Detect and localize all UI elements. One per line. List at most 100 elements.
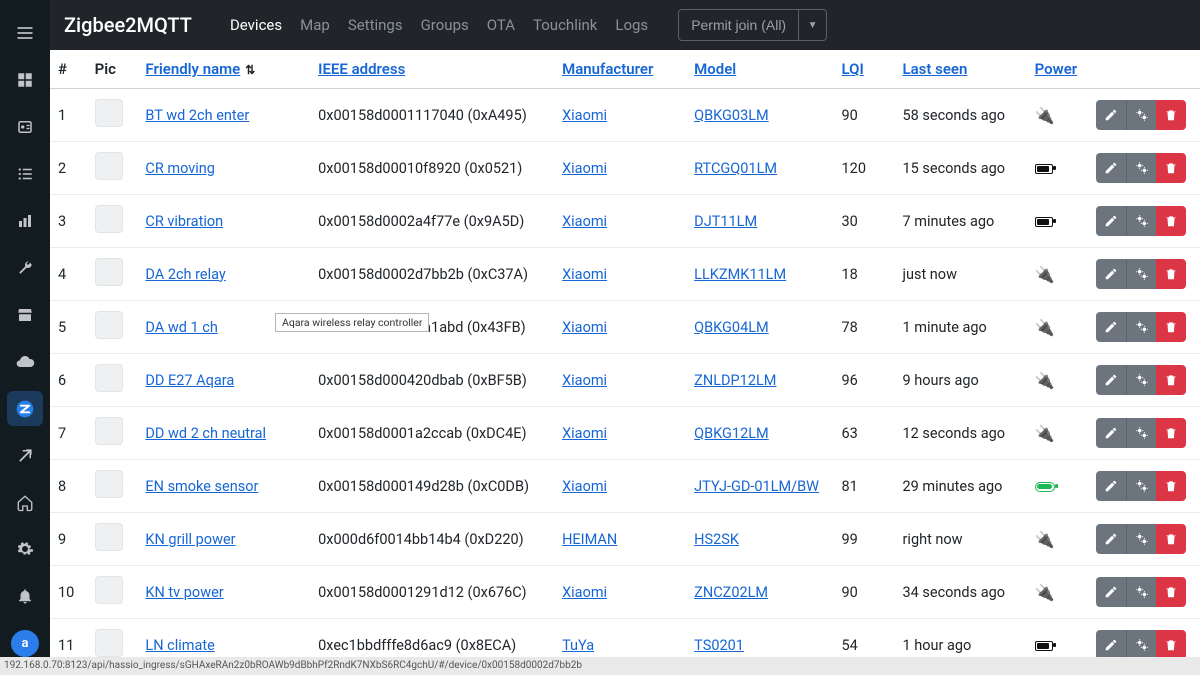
delete-button[interactable] [1156,577,1186,607]
th-index[interactable]: # [50,50,87,89]
reconfigure-button[interactable] [1126,630,1156,657]
friendly-name[interactable]: BT wd 2ch enter [137,89,310,142]
th-ieee[interactable]: IEEE address [310,50,554,89]
delete-button[interactable] [1156,630,1186,657]
friendly-name[interactable]: DD E27 Aqara [137,354,310,407]
manufacturer[interactable]: Xiaomi [554,89,686,142]
rename-button[interactable] [1096,524,1126,554]
ieee-address: 0x000d6f0014bb14b4 (0xD220) [310,513,554,566]
th-mfr[interactable]: Manufacturer [554,50,686,89]
tab-ota[interactable]: OTA [487,16,515,34]
store-icon[interactable] [7,297,43,332]
reconfigure-button[interactable] [1126,577,1156,607]
badge-icon[interactable] [7,110,43,145]
table-row: 2CR moving0x00158d00010f8920 (0x0521)Xia… [50,142,1200,195]
rename-button[interactable] [1096,206,1126,236]
tab-groups[interactable]: Groups [421,16,469,34]
manufacturer[interactable]: HEIMAN [554,513,686,566]
model[interactable]: ZNCZ02LM [686,566,833,619]
delete-button[interactable] [1156,312,1186,342]
rename-button[interactable] [1096,365,1126,395]
model[interactable]: QBKG04LM [686,301,833,354]
reconfigure-button[interactable] [1126,259,1156,289]
permit-join-button[interactable]: Permit join (All) [679,10,798,40]
model[interactable]: HS2SK [686,513,833,566]
th-model[interactable]: Model [686,50,833,89]
manufacturer[interactable]: Xiaomi [554,301,686,354]
tab-touchlink[interactable]: Touchlink [533,16,597,34]
zigbee-icon[interactable] [7,391,43,426]
friendly-name[interactable]: KN tv power [137,566,310,619]
reconfigure-button[interactable] [1126,365,1156,395]
model[interactable]: ZNLDP12LM [686,354,833,407]
reconfigure-button[interactable] [1126,524,1156,554]
power [1027,142,1087,195]
rename-button[interactable] [1096,259,1126,289]
reconfigure-button[interactable] [1126,312,1156,342]
model[interactable]: LLKZMK11LM [686,248,833,301]
rename-button[interactable] [1096,100,1126,130]
wrench-icon[interactable] [7,251,43,286]
dashboard-icon[interactable] [7,63,43,98]
rename-button[interactable] [1096,312,1126,342]
reconfigure-button[interactable] [1126,206,1156,236]
cloud-icon[interactable] [7,344,43,379]
rename-button[interactable] [1096,577,1126,607]
th-lqi[interactable]: LQI [834,50,895,89]
tab-logs[interactable]: Logs [615,16,648,34]
friendly-name[interactable]: CR moving [137,142,310,195]
delete-button[interactable] [1156,365,1186,395]
model[interactable]: DJT11LM [686,195,833,248]
manufacturer[interactable]: Xiaomi [554,460,686,513]
reconfigure-button[interactable] [1126,418,1156,448]
delete-button[interactable] [1156,471,1186,501]
delete-button[interactable] [1156,100,1186,130]
gear-icon[interactable] [7,532,43,567]
rename-button[interactable] [1096,471,1126,501]
delete-button[interactable] [1156,259,1186,289]
manufacturer[interactable]: Xiaomi [554,354,686,407]
manufacturer[interactable]: Xiaomi [554,142,686,195]
friendly-name[interactable]: DA 2ch relay [137,248,310,301]
manufacturer[interactable]: Xiaomi [554,566,686,619]
friendly-name[interactable]: LN climate [137,619,310,658]
reconfigure-button[interactable] [1126,100,1156,130]
reconfigure-button[interactable] [1126,153,1156,183]
chart-icon[interactable] [7,204,43,239]
model[interactable]: RTCGQ01LM [686,142,833,195]
tab-map[interactable]: Map [300,16,330,34]
arrow-icon[interactable] [7,438,43,473]
delete-button[interactable] [1156,206,1186,236]
manufacturer[interactable]: Xiaomi [554,407,686,460]
model[interactable]: QBKG03LM [686,89,833,142]
permit-join-dropdown[interactable]: ▼ [798,10,826,40]
delete-button[interactable] [1156,524,1186,554]
model[interactable]: TS0201 [686,619,833,658]
notifications-icon[interactable] [7,579,43,614]
friendly-name[interactable]: CR vibration [137,195,310,248]
model[interactable]: QBKG12LM [686,407,833,460]
th-name[interactable]: Friendly name⇅ [137,50,310,89]
tab-settings[interactable]: Settings [348,16,403,34]
th-power[interactable]: Power [1027,50,1087,89]
rename-button[interactable] [1096,153,1126,183]
th-seen[interactable]: Last seen [895,50,1027,89]
list-icon[interactable] [7,157,43,192]
manufacturer[interactable]: TuYa [554,619,686,658]
friendly-name[interactable]: DD wd 2 ch neutral [137,407,310,460]
rename-button[interactable] [1096,630,1126,657]
manufacturer[interactable]: Xiaomi [554,248,686,301]
hamburger-icon[interactable] [7,16,43,51]
reconfigure-button[interactable] [1126,471,1156,501]
friendly-name[interactable]: EN smoke sensor [137,460,310,513]
model[interactable]: JTYJ-GD-01LM/BW [686,460,833,513]
delete-button[interactable] [1156,153,1186,183]
tab-devices[interactable]: Devices [230,16,282,34]
friendly-name[interactable]: KN grill power [137,513,310,566]
permit-join-group: Permit join (All) ▼ [678,9,827,41]
manufacturer[interactable]: Xiaomi [554,195,686,248]
home-icon[interactable] [7,485,43,520]
user-avatar[interactable]: a [11,630,39,657]
delete-button[interactable] [1156,418,1186,448]
rename-button[interactable] [1096,418,1126,448]
